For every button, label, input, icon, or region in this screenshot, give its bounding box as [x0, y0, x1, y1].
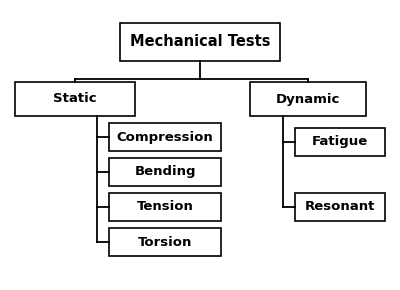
FancyBboxPatch shape — [109, 158, 221, 186]
Text: Torsion: Torsion — [138, 235, 192, 249]
FancyBboxPatch shape — [109, 123, 221, 151]
Text: Resonant: Resonant — [305, 200, 375, 213]
FancyBboxPatch shape — [109, 228, 221, 256]
FancyBboxPatch shape — [120, 23, 280, 61]
Text: Bending: Bending — [134, 166, 196, 179]
Text: Fatigue: Fatigue — [312, 135, 368, 148]
FancyBboxPatch shape — [15, 82, 135, 116]
Text: Dynamic: Dynamic — [276, 93, 340, 106]
Text: Static: Static — [53, 93, 97, 106]
FancyBboxPatch shape — [295, 128, 385, 156]
FancyBboxPatch shape — [250, 82, 366, 116]
Text: Tension: Tension — [136, 200, 194, 213]
FancyBboxPatch shape — [109, 193, 221, 221]
FancyBboxPatch shape — [295, 193, 385, 221]
Text: Compression: Compression — [117, 130, 213, 144]
Text: Mechanical Tests: Mechanical Tests — [130, 35, 270, 50]
